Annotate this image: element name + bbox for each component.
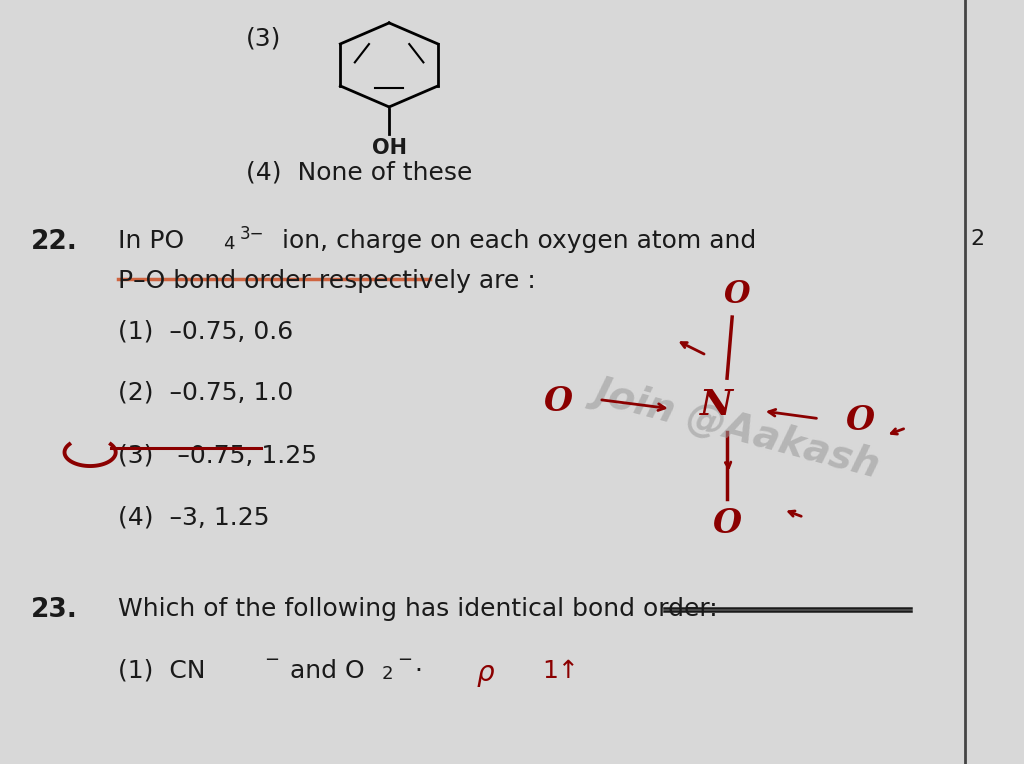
Text: ion, charge on each oxygen atom and: ion, charge on each oxygen atom and bbox=[274, 229, 757, 253]
Text: 22.: 22. bbox=[31, 229, 78, 255]
Text: 4: 4 bbox=[223, 235, 234, 254]
Text: Which of the following has identical bond order:: Which of the following has identical bon… bbox=[118, 597, 718, 621]
Text: (4)  None of these: (4) None of these bbox=[246, 160, 472, 184]
Text: ρ: ρ bbox=[476, 659, 494, 687]
Text: 3−: 3− bbox=[240, 225, 264, 243]
Text: O: O bbox=[846, 403, 874, 437]
Text: (1)  CN: (1) CN bbox=[118, 659, 205, 682]
Text: −: − bbox=[264, 651, 280, 669]
Text: (3): (3) bbox=[246, 27, 282, 50]
Text: 2: 2 bbox=[382, 665, 393, 683]
Text: (4)  –3, 1.25: (4) –3, 1.25 bbox=[118, 506, 269, 529]
Text: (3)   –0.75, 1.25: (3) –0.75, 1.25 bbox=[118, 443, 316, 467]
Text: O: O bbox=[724, 279, 751, 309]
Text: (1)  –0.75, 0.6: (1) –0.75, 0.6 bbox=[118, 319, 293, 343]
Text: ·: · bbox=[415, 659, 423, 682]
Text: Join @Aakash: Join @Aakash bbox=[591, 371, 884, 484]
Text: In PO: In PO bbox=[118, 229, 184, 253]
Text: 23.: 23. bbox=[31, 597, 78, 623]
Text: P–O bond order respectively are :: P–O bond order respectively are : bbox=[118, 269, 536, 293]
Text: O: O bbox=[544, 384, 572, 418]
Text: N: N bbox=[700, 388, 733, 422]
Text: OH: OH bbox=[372, 138, 407, 157]
Text: O: O bbox=[713, 507, 741, 540]
Text: 2: 2 bbox=[971, 229, 985, 249]
Text: and O: and O bbox=[282, 659, 365, 682]
Text: −: − bbox=[397, 651, 413, 669]
Text: (2)  –0.75, 1.0: (2) –0.75, 1.0 bbox=[118, 380, 293, 404]
Text: 1↑: 1↑ bbox=[543, 659, 580, 682]
